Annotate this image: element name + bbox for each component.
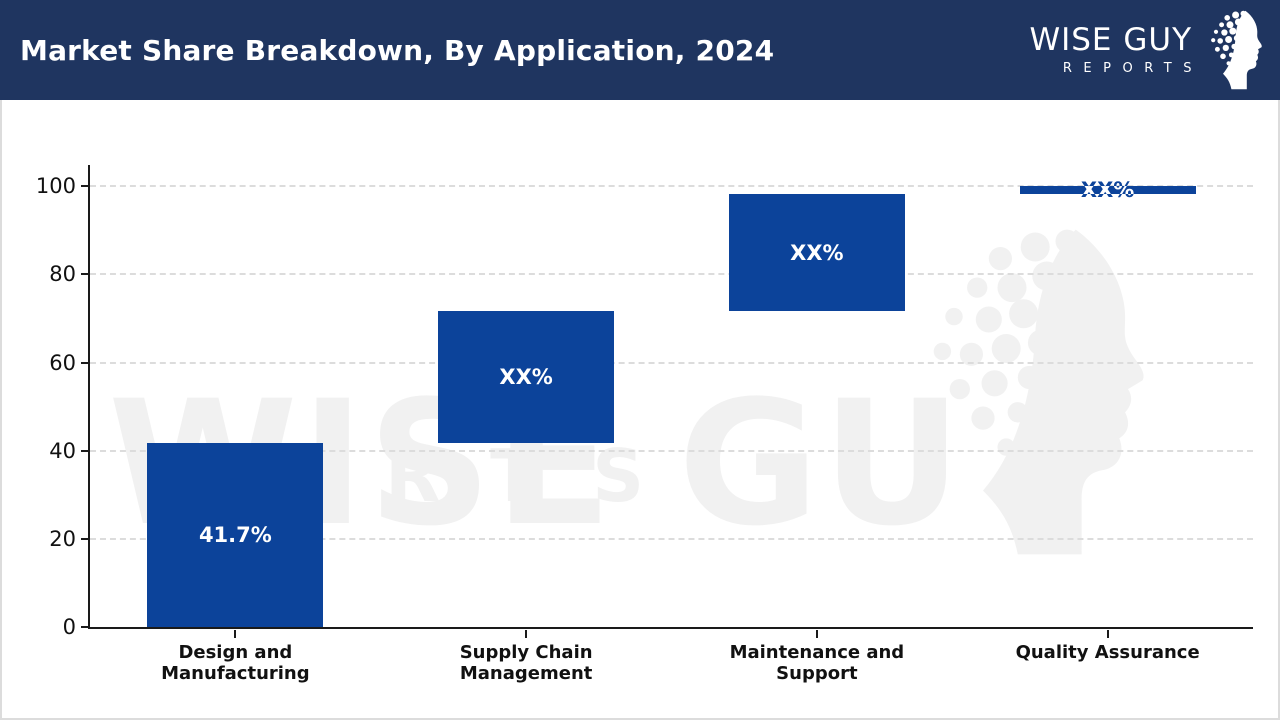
- bar-segment: XX%: [728, 194, 905, 311]
- gridline: [90, 537, 1253, 540]
- bar-value-label: XX%: [790, 240, 844, 265]
- header-bar: Market Share Breakdown, By Application, …: [0, 0, 1280, 100]
- watermark-face-icon: [933, 229, 1144, 555]
- x-axis-tick: [1106, 630, 1109, 638]
- bar-value-label: XX%: [1020, 186, 1196, 194]
- bar-segment: 41.7%: [147, 443, 324, 627]
- y-axis-tick: [81, 626, 88, 628]
- x-axis-tick: [815, 630, 818, 638]
- brand-name: WISE GUY: [1029, 22, 1192, 58]
- dotted-face-profile-icon: [1211, 10, 1262, 90]
- category-label: Design and Manufacturing: [161, 642, 310, 684]
- chart-area: WISE GU PORTS 0 20 40 60 80 100 41.7% Design an…: [0, 100, 1280, 720]
- y-tick-label: 40: [49, 438, 76, 463]
- y-tick-label: 0: [62, 615, 76, 639]
- y-tick-label: 100: [35, 174, 76, 199]
- category-label: Maintenance and Support: [729, 642, 905, 684]
- gridline: [90, 361, 1253, 364]
- bar-segment: XX%: [1019, 186, 1196, 195]
- bar-value-label: XX%: [499, 365, 553, 390]
- y-axis-tick: [81, 185, 88, 188]
- brand-logo-text: WISE GUY REPORTS: [1029, 22, 1192, 76]
- y-axis-tick: [81, 537, 88, 540]
- bar-segment: XX%: [438, 310, 615, 444]
- y-axis-tick: [81, 273, 88, 276]
- y-tick-label: 60: [49, 350, 76, 375]
- x-axis-line: [88, 627, 1253, 629]
- page-title: Market Share Breakdown, By Application, …: [20, 33, 775, 67]
- category-label: Quality Assurance: [1015, 642, 1200, 663]
- x-axis-tick: [234, 630, 237, 638]
- brand-subtitle: REPORTS: [1062, 61, 1203, 76]
- bar-value-label: 41.7%: [198, 523, 272, 548]
- gridline: [90, 273, 1253, 276]
- gridline: [90, 185, 1253, 188]
- category-label: Supply Chain Management: [459, 642, 593, 684]
- y-axis-tick: [81, 449, 88, 452]
- y-tick-label: 20: [49, 526, 76, 551]
- brand-logo: WISE GUY REPORTS: [1029, 8, 1280, 92]
- x-axis-tick: [525, 630, 528, 638]
- y-axis-tick: [81, 361, 88, 364]
- gridline: [90, 449, 1253, 452]
- plot-region: 0 20 40 60 80 100 41.7% Design and Manufacturin…: [36, 165, 1253, 684]
- y-axis-line: [88, 165, 90, 629]
- y-tick-label: 80: [49, 262, 76, 287]
